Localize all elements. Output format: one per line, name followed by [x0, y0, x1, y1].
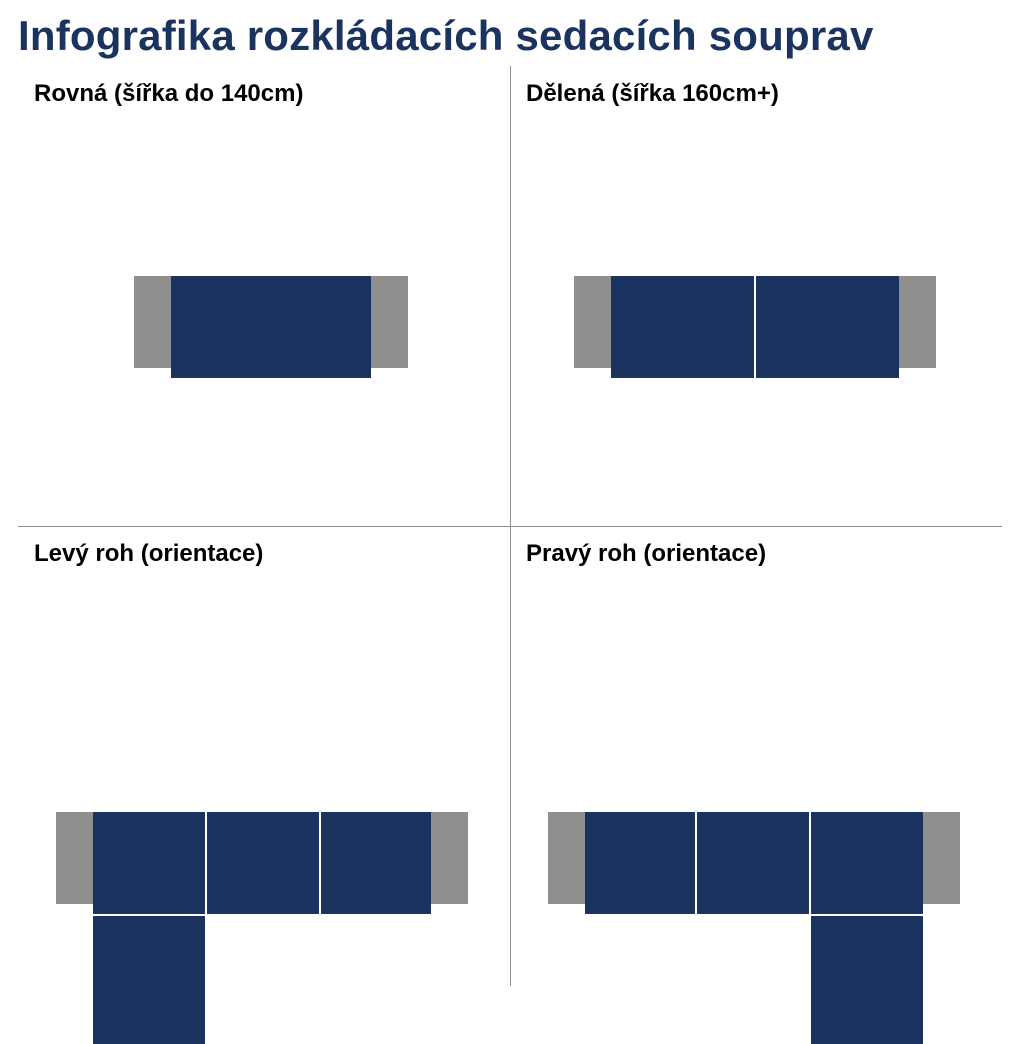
- panel-rovna: Rovná (šířka do 140cm): [18, 66, 510, 526]
- panel-grid: Rovná (šířka do 140cm) Dělená (šířka 160c…: [18, 66, 1002, 986]
- sofa-arm: [574, 276, 611, 368]
- sofa-cushion: [756, 276, 899, 378]
- sofa-cushion: [697, 812, 809, 914]
- sofa-cushion: [93, 812, 205, 914]
- panel-label: Rovná (šířka do 140cm): [34, 80, 494, 108]
- sofa-diagram-rovna: [134, 276, 408, 378]
- sofa-arm: [371, 276, 408, 368]
- sofa-cushion: [611, 276, 754, 378]
- sofa-cushion: [321, 812, 431, 914]
- sofa-cushion: [811, 812, 923, 914]
- sofa-cushion: [811, 916, 923, 1044]
- panel-label: Pravý roh (orientace): [526, 540, 986, 568]
- sofa-cushion: [585, 812, 695, 914]
- sofa-diagram-pravy: [548, 812, 960, 1044]
- page-title: Infografika rozkládacích sedacích soupra…: [18, 12, 1002, 60]
- panel-label: Levý roh (orientace): [34, 540, 494, 568]
- sofa-cushion: [93, 916, 205, 1044]
- sofa-arm: [923, 812, 960, 904]
- sofa-cushion: [207, 812, 319, 914]
- page: Infografika rozkládacích sedacích soupra…: [0, 0, 1020, 997]
- sofa-diagram-levy: [56, 812, 468, 1044]
- sofa-arm: [431, 812, 468, 904]
- panel-label: Dělená (šířka 160cm+): [526, 80, 986, 108]
- sofa-diagram-delena: [574, 276, 936, 378]
- sofa-arm: [134, 276, 171, 368]
- sofa-arm: [548, 812, 585, 904]
- panel-levy: Levý roh (orientace): [18, 526, 510, 986]
- panel-delena: Dělená (šířka 160cm+): [510, 66, 1002, 526]
- sofa-cushion: [171, 276, 371, 378]
- sofa-arm: [56, 812, 93, 904]
- sofa-arm: [899, 276, 936, 368]
- panel-pravy: Pravý roh (orientace): [510, 526, 1002, 986]
